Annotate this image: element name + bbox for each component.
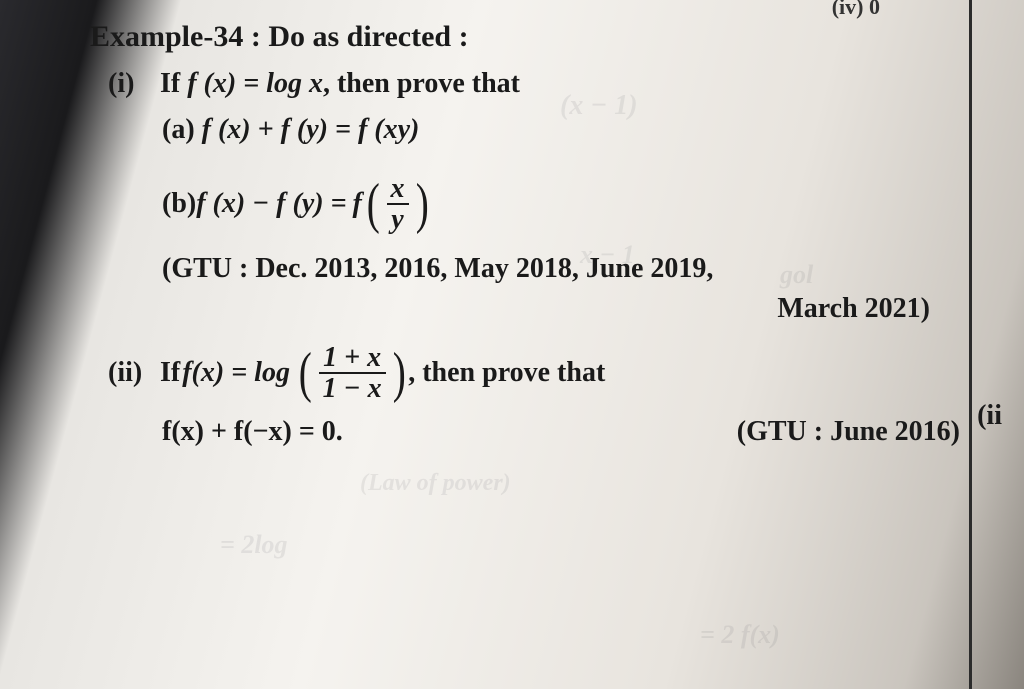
denominator: y (387, 205, 407, 234)
text: If (160, 68, 187, 99)
denominator: 1 − x (323, 373, 382, 404)
part-i: (i) If f (x) = log x, then prove that (a… (90, 68, 970, 325)
cutoff-text: (ii (977, 400, 1002, 432)
right-margin-line (969, 0, 972, 689)
prev-page-fragment: (iv) 0 (832, 0, 880, 20)
gtu-ref-line1: (GTU : Dec. 2013, 2016, May 2018, June 2… (162, 253, 970, 285)
part-ii-result-row: f(x) + f(−x) = 0. (GTU : June 2016) (162, 416, 960, 448)
part-ii: (ii) If f(x) = log ( 1 + x 1 − x ) , the… (90, 343, 970, 448)
numerator: 1 + x (323, 342, 381, 373)
ghost-text: = 2 f(x) (700, 620, 780, 650)
equation-b-fn: f (353, 188, 362, 220)
ghost-text: (Law of power) (360, 470, 511, 497)
label-b: (b) (162, 188, 196, 220)
left-paren: ( (299, 351, 312, 396)
part-i-b: (b) f (x) − f (y) = f ( x y ) (162, 174, 970, 235)
equation-result: f(x) + f(−x) = 0. (162, 416, 343, 448)
label-a: (a) (162, 114, 202, 145)
text: If (160, 357, 180, 389)
fraction-x-over-y: x y (387, 174, 409, 235)
ghost-text: = 2log (220, 530, 288, 560)
part-i-text: If f (x) = log x, then prove that (160, 68, 520, 100)
roman-i: (i) (108, 68, 160, 100)
text: , then prove that (408, 357, 605, 389)
right-paren: ) (415, 182, 428, 227)
equation-b-lhs: f (x) − f (y) = (196, 188, 346, 220)
fraction-1plusx-over-1minusx: 1 + x 1 − x (319, 343, 386, 404)
gtu-ref-line2: March 2021) (90, 293, 930, 325)
equation: f (x) = log x (187, 68, 323, 99)
page: (x − 1) gol x − 1 (Law of power) = 2log … (60, 0, 1000, 689)
part-i-a: (a) f (x) + f (y) = f (xy) (162, 114, 970, 146)
numerator: x (387, 174, 409, 203)
right-paren: ) (392, 351, 405, 396)
example-title: Example-34 : Do as directed : (90, 20, 970, 54)
text: , then prove that (323, 68, 520, 99)
equation-fn: f(x) = log (182, 357, 290, 389)
equation-a: f (x) + f (y) = f (xy) (202, 114, 420, 145)
left-paren: ( (367, 182, 380, 227)
roman-ii: (ii) (108, 357, 160, 389)
gtu-ref-ii: (GTU : June 2016) (737, 416, 960, 448)
